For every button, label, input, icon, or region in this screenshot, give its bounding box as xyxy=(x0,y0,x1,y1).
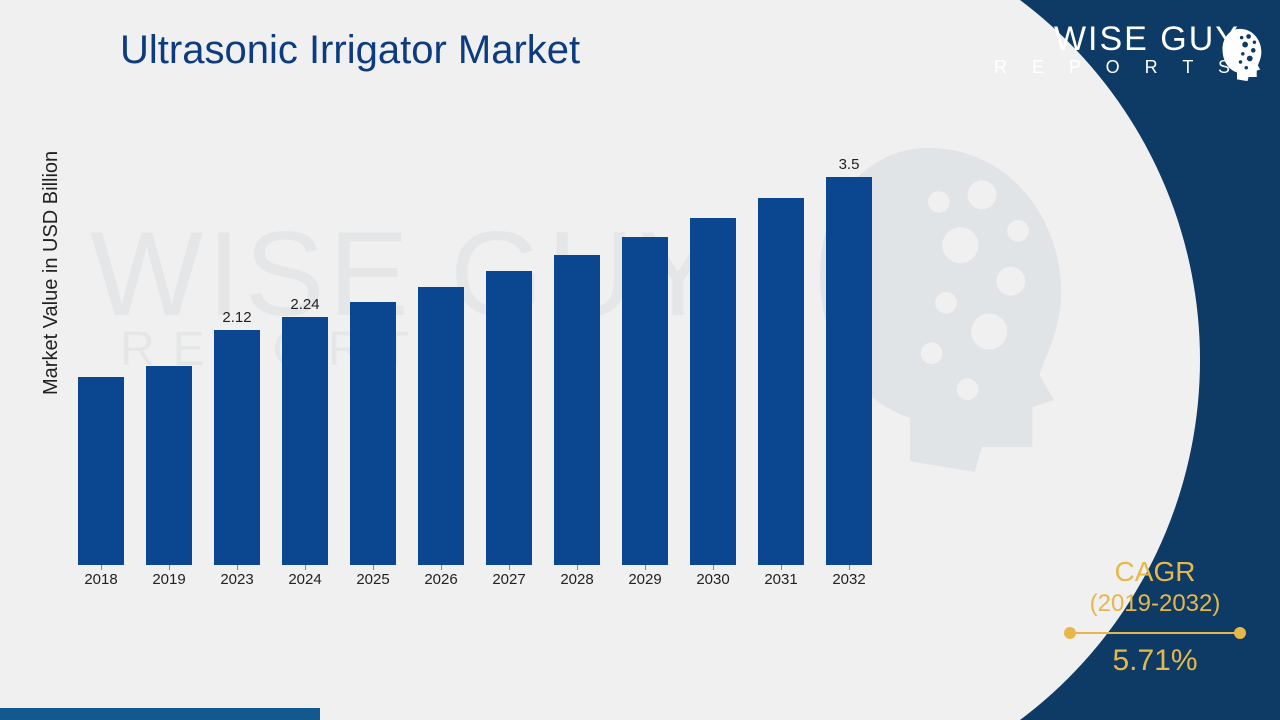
x-tick-label: 2028 xyxy=(547,571,607,588)
bar-value-label: 2.12 xyxy=(207,309,267,326)
x-tick-label: 2023 xyxy=(207,571,267,588)
bar xyxy=(826,177,872,565)
brand-line2: R E P O R T S xyxy=(994,58,1240,76)
brand-logo-text: WISE GUY R E P O R T S xyxy=(994,22,1240,76)
x-tick-label: 2029 xyxy=(615,571,675,588)
brand-line1: WISE GUY xyxy=(994,22,1240,56)
plot-area: 2.12 2.24 3.5 xyxy=(78,155,898,565)
bar xyxy=(418,287,464,565)
bar xyxy=(214,330,260,565)
bar-value-label: 3.5 xyxy=(819,156,879,173)
y-axis-label: Market Value in USD Billion xyxy=(40,151,63,395)
bottom-accent-strip xyxy=(0,708,320,720)
x-axis: 2018201920232024202520262027202820292030… xyxy=(78,565,898,595)
cagr-label: CAGR xyxy=(1030,556,1280,588)
x-tick-label: 2018 xyxy=(71,571,131,588)
bar xyxy=(350,302,396,565)
bar xyxy=(758,198,804,565)
infographic-canvas: WISE GUYREPORTS Ultrasonic Irrigator Mar… xyxy=(0,0,1280,720)
x-tick-mark xyxy=(849,565,850,570)
cagr-years: (2019-2032) xyxy=(1030,590,1280,618)
bar xyxy=(622,237,668,565)
x-tick-mark xyxy=(577,565,578,570)
chart-title: Ultrasonic Irrigator Market xyxy=(120,28,580,73)
bar xyxy=(146,366,192,565)
x-tick-mark xyxy=(713,565,714,570)
x-tick-label: 2024 xyxy=(275,571,335,588)
x-tick-mark xyxy=(781,565,782,570)
cagr-value: 5.71% xyxy=(1030,644,1280,678)
bar-chart: 2.122.243.5 2018201920232024202520262027… xyxy=(78,155,898,595)
x-tick-label: 2019 xyxy=(139,571,199,588)
x-tick-label: 2025 xyxy=(343,571,403,588)
bar xyxy=(78,377,124,565)
bar xyxy=(554,255,600,565)
x-tick-mark xyxy=(509,565,510,570)
x-tick-label: 2030 xyxy=(683,571,743,588)
x-tick-mark xyxy=(645,565,646,570)
cagr-divider xyxy=(1070,632,1240,634)
x-tick-label: 2026 xyxy=(411,571,471,588)
x-tick-mark xyxy=(305,565,306,570)
x-tick-mark xyxy=(373,565,374,570)
x-tick-mark xyxy=(237,565,238,570)
bar-value-label: 2.24 xyxy=(275,296,335,313)
bar xyxy=(690,218,736,565)
x-tick-mark xyxy=(169,565,170,570)
x-tick-mark xyxy=(101,565,102,570)
brand-head-icon xyxy=(1208,24,1266,86)
x-tick-label: 2031 xyxy=(751,571,811,588)
cagr-block: CAGR (2019-2032) 5.71% xyxy=(1030,556,1280,678)
x-tick-mark xyxy=(441,565,442,570)
bar xyxy=(486,271,532,565)
x-tick-label: 2032 xyxy=(819,571,879,588)
x-tick-label: 2027 xyxy=(479,571,539,588)
bar xyxy=(282,317,328,565)
